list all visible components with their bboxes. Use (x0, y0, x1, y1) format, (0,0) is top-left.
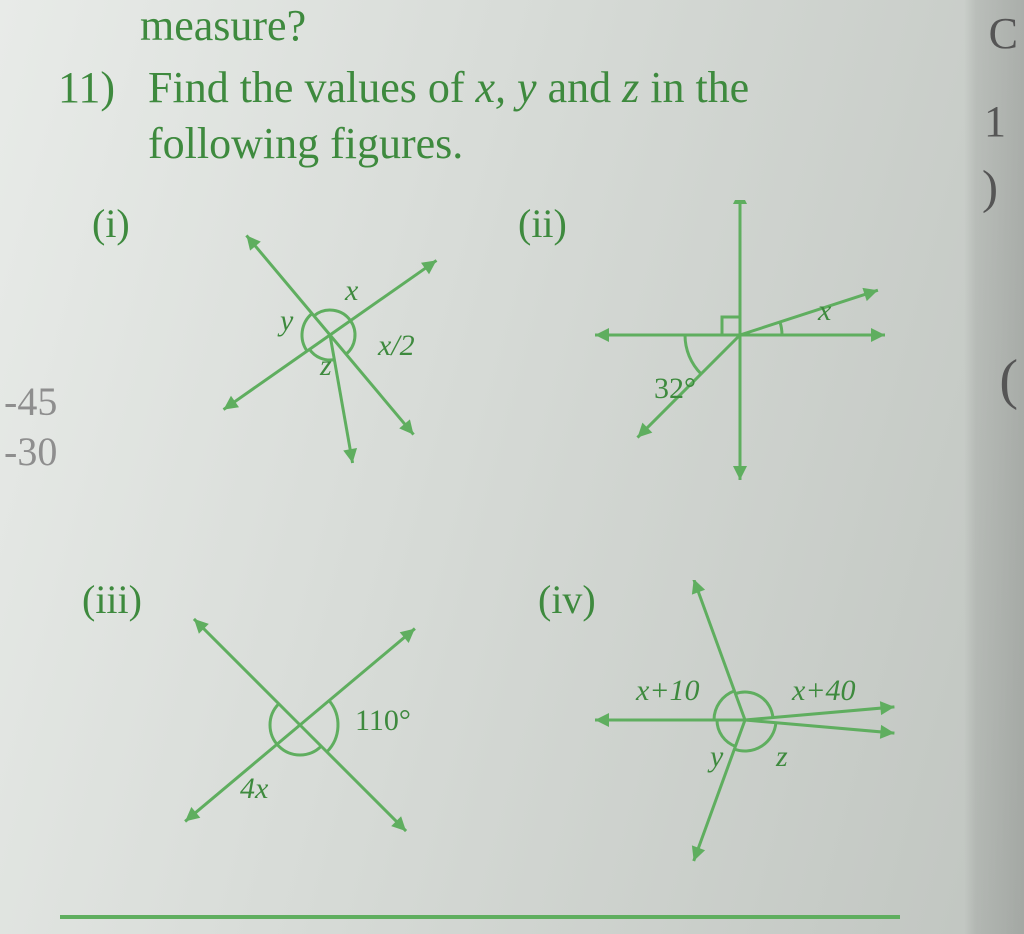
page-corner-mark-4: ( (999, 348, 1018, 412)
question-line-2: following figures. (148, 118, 463, 169)
svg-text:x+10: x+10 (635, 674, 700, 707)
margin-note-2: -30 (4, 428, 57, 475)
q-text-a: Find the values of (148, 63, 476, 112)
svg-text:y: y (707, 740, 724, 773)
page-footer-rule (60, 915, 900, 919)
svg-text:z: z (775, 740, 788, 773)
figure-ii: 32° x (540, 200, 980, 520)
page-corner-mark-3: ) (982, 160, 998, 215)
q-text-c: in the (639, 63, 749, 112)
svg-text:32°: 32° (654, 372, 696, 405)
svg-text:4x: 4x (240, 772, 269, 805)
figure-iii: 110° 4x (100, 580, 520, 910)
figure-i: x yz x/2 (120, 200, 540, 500)
q-text-b: and (537, 63, 623, 112)
svg-text:y: y (277, 304, 294, 337)
svg-text:110°: 110° (355, 704, 411, 737)
var-z: z (622, 63, 639, 112)
svg-text:x: x (817, 294, 832, 327)
var-y: y (517, 63, 537, 112)
page-corner-mark-2: 1 (984, 96, 1006, 147)
svg-text:x/2: x/2 (377, 329, 415, 362)
question-line-1: Find the values of x, y and z in the (148, 62, 749, 113)
prev-question-tail: measure? (140, 0, 306, 51)
page-corner-mark-1: C (989, 8, 1018, 59)
margin-note-1: -45 (4, 378, 57, 425)
svg-text:z: z (319, 349, 332, 382)
svg-text:x: x (344, 274, 359, 307)
question-number: 11) (58, 62, 115, 113)
var-x: x, (476, 63, 507, 112)
figure-iv: x+10 x+40 y z (540, 580, 980, 910)
svg-text:x+40: x+40 (791, 674, 856, 707)
